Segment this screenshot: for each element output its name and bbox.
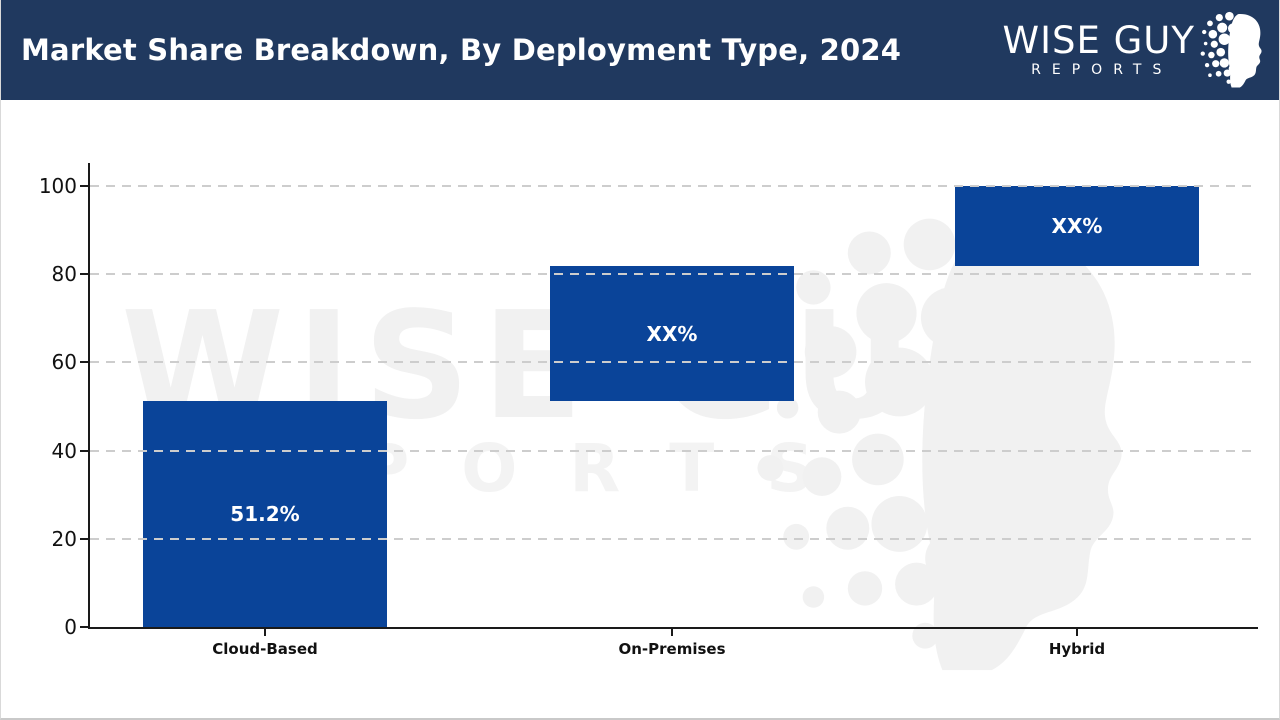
y-tick-mark-20 <box>80 537 88 540</box>
y-tick-mark-80 <box>80 273 88 276</box>
page-title: Market Share Breakdown, By Deployment Ty… <box>21 33 902 67</box>
y-tick-mark-60 <box>80 361 88 364</box>
y-tick-label-60: 60 <box>51 350 77 375</box>
x-tick-label-hybrid: Hybrid <box>1048 640 1106 658</box>
bar-value-label: 51.2% <box>230 502 300 527</box>
y-tick-mark-40 <box>80 449 88 452</box>
logo-brand-name: WISE GUY <box>1002 19 1195 62</box>
logo-text: WISE GUY REPORTS <box>1003 22 1195 78</box>
y-tick-label-0: 0 <box>64 615 77 639</box>
y-axis-line <box>88 163 90 629</box>
gridline-20 <box>90 537 1256 540</box>
bar-value-label: XX% <box>1051 213 1103 238</box>
y-tick-label-20: 20 <box>51 526 77 551</box>
x-tick-label-on-premises: On-Premises <box>618 640 726 658</box>
y-tick-label-40: 40 <box>51 438 77 463</box>
watermark-head-icon <box>757 218 1122 671</box>
y-tick-label-100: 100 <box>38 174 77 198</box>
gridline-100 <box>90 185 1256 187</box>
x-axis-line <box>88 627 1258 629</box>
header-bar: Market Share Breakdown, By Deployment Ty… <box>1 0 1279 100</box>
gridline-60 <box>90 361 1256 364</box>
x-tick-mark-cloud-based <box>264 629 266 636</box>
gridline-40 <box>90 449 1256 452</box>
bar-on-premises[interactable]: XX% <box>550 265 794 402</box>
x-tick-mark-on-premises <box>671 629 673 636</box>
bar-value-label: XX% <box>646 321 698 346</box>
wise-guy-reports-logo: WISE GUY REPORTS <box>1003 0 1269 100</box>
logo-brand-subtitle: REPORTS <box>1031 62 1173 78</box>
y-tick-mark-100 <box>80 185 88 187</box>
dotted-head-logo-icon <box>1200 11 1262 88</box>
y-tick-mark-0 <box>80 626 88 628</box>
y-tick-label-80: 80 <box>51 262 77 287</box>
x-tick-label-cloud-based: Cloud-Based <box>212 640 318 658</box>
bar-hybrid[interactable]: XX% <box>955 186 1199 266</box>
x-tick-mark-hybrid <box>1076 629 1078 636</box>
gridline-80 <box>90 273 1256 276</box>
bar-cloud-based[interactable]: 51.2% <box>143 401 387 627</box>
